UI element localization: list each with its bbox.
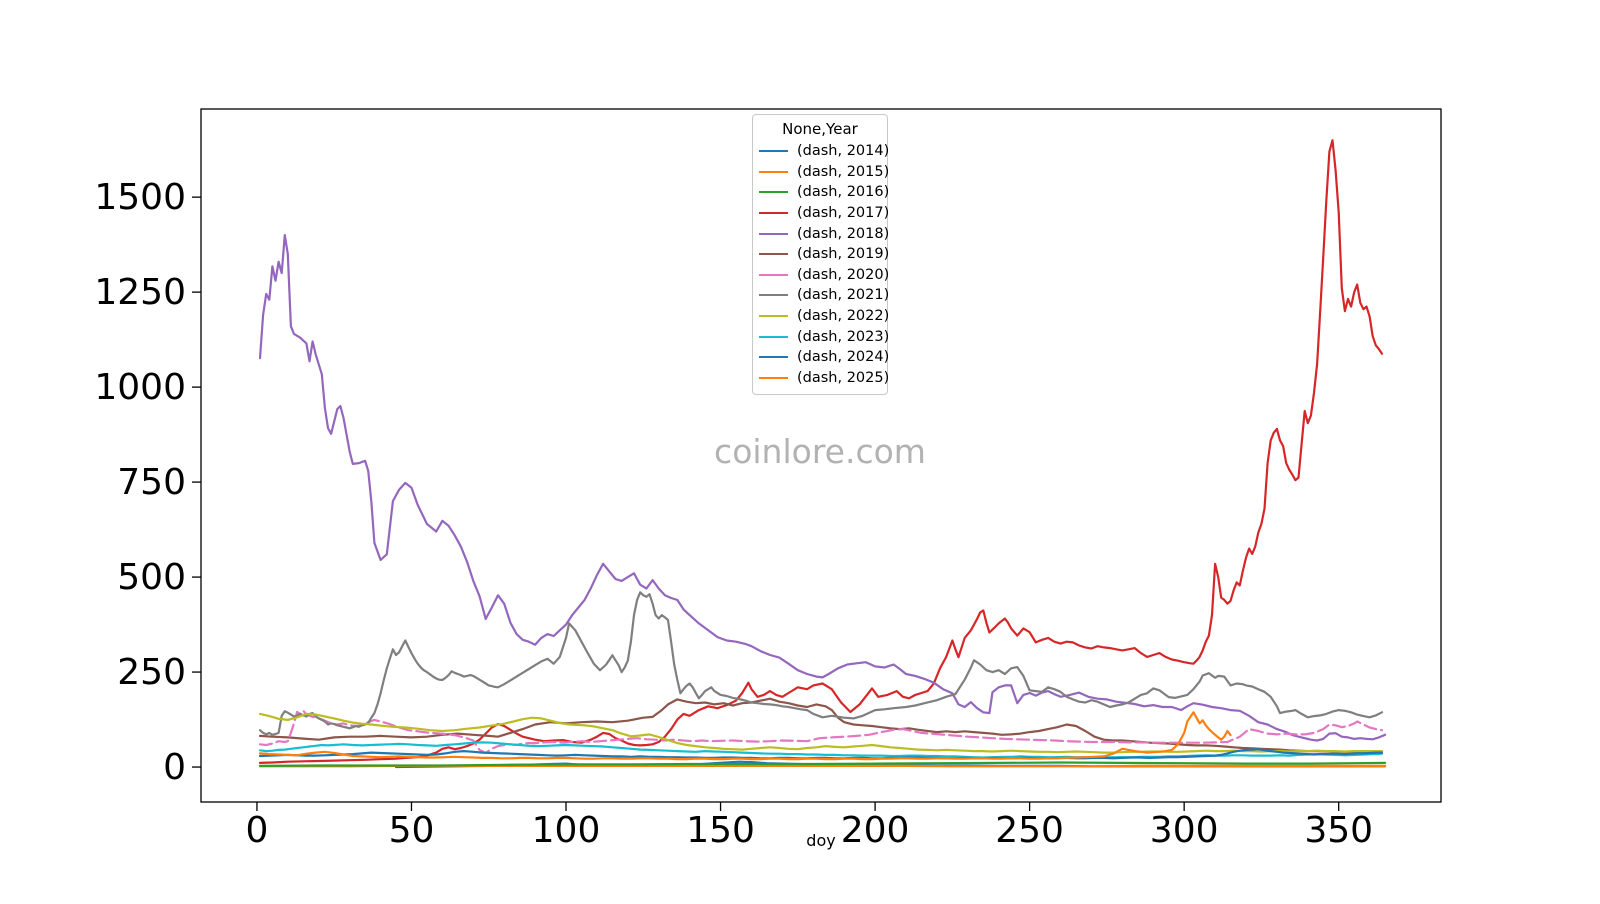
y-tick-label: 1000 <box>94 367 186 408</box>
legend-item: (dash, 2017) <box>757 203 883 224</box>
y-tick-label: 1500 <box>94 177 186 218</box>
legend-item: (dash, 2025) <box>757 368 883 389</box>
legend-item-label: (dash, 2024) <box>797 349 889 365</box>
legend-line-swatch <box>759 315 788 317</box>
legend-item-label: (dash, 2021) <box>797 287 889 303</box>
y-tick-label: 0 <box>163 747 186 788</box>
legend-item-label: (dash, 2016) <box>797 184 889 200</box>
x-tick-label: 200 <box>841 810 910 851</box>
legend-item-label: (dash, 2018) <box>797 226 889 242</box>
y-axis-ticks: 0 250 500 750 1000 1250 1500 <box>94 177 201 788</box>
legend-item: (dash, 2016) <box>757 182 883 203</box>
legend-line-swatch <box>759 336 788 338</box>
legend-item-label: (dash, 2023) <box>797 329 889 345</box>
x-tick-label: 0 <box>245 810 268 851</box>
x-tick-label: 300 <box>1150 810 1219 851</box>
legend-line-swatch <box>759 253 788 255</box>
legend-item: (dash, 2024) <box>757 347 883 368</box>
y-tick-label: 1250 <box>94 272 186 313</box>
legend-line-swatch <box>759 150 788 152</box>
legend-item: (dash, 2021) <box>757 285 883 306</box>
legend-item: (dash, 2014) <box>757 141 883 162</box>
watermark-text: coinlore.com <box>714 432 926 471</box>
legend-item-label: (dash, 2022) <box>797 308 889 324</box>
y-tick-label: 750 <box>117 462 186 503</box>
legend-rows: (dash, 2014)(dash, 2015)(dash, 2016)(das… <box>757 141 883 388</box>
legend-item: (dash, 2015) <box>757 162 883 183</box>
x-tick-label: 350 <box>1304 810 1373 851</box>
legend-line-swatch <box>759 356 788 358</box>
legend-line-swatch <box>759 294 788 296</box>
legend-title: None,Year <box>757 120 883 138</box>
x-axis-label: doy <box>806 831 835 850</box>
legend-line-swatch <box>759 274 788 276</box>
legend-line-swatch <box>759 377 788 379</box>
x-tick-label: 150 <box>686 810 755 851</box>
legend-item-label: (dash, 2015) <box>797 164 889 180</box>
legend-item: (dash, 2022) <box>757 306 883 327</box>
legend-item: (dash, 2020) <box>757 265 883 286</box>
chart-legend: None,Year (dash, 2014)(dash, 2015)(dash,… <box>752 114 888 395</box>
legend-item-label: (dash, 2014) <box>797 143 889 159</box>
legend-item-label: (dash, 2019) <box>797 246 889 262</box>
y-tick-label: 250 <box>117 652 186 693</box>
x-tick-label: 100 <box>532 810 601 851</box>
legend-item: (dash, 2018) <box>757 223 883 244</box>
legend-item-label: (dash, 2020) <box>797 267 889 283</box>
legend-item-label: (dash, 2017) <box>797 205 889 221</box>
legend-line-swatch <box>759 191 788 193</box>
x-tick-label: 50 <box>389 810 435 851</box>
legend-item: (dash, 2023) <box>757 326 883 347</box>
legend-line-swatch <box>759 233 788 235</box>
legend-item-label: (dash, 2025) <box>797 370 889 386</box>
y-tick-label: 500 <box>117 557 186 598</box>
x-tick-label: 250 <box>995 810 1064 851</box>
legend-line-swatch <box>759 212 788 214</box>
legend-line-swatch <box>759 171 788 173</box>
legend-item: (dash, 2019) <box>757 244 883 265</box>
series-line-dash2021 <box>260 592 1382 735</box>
